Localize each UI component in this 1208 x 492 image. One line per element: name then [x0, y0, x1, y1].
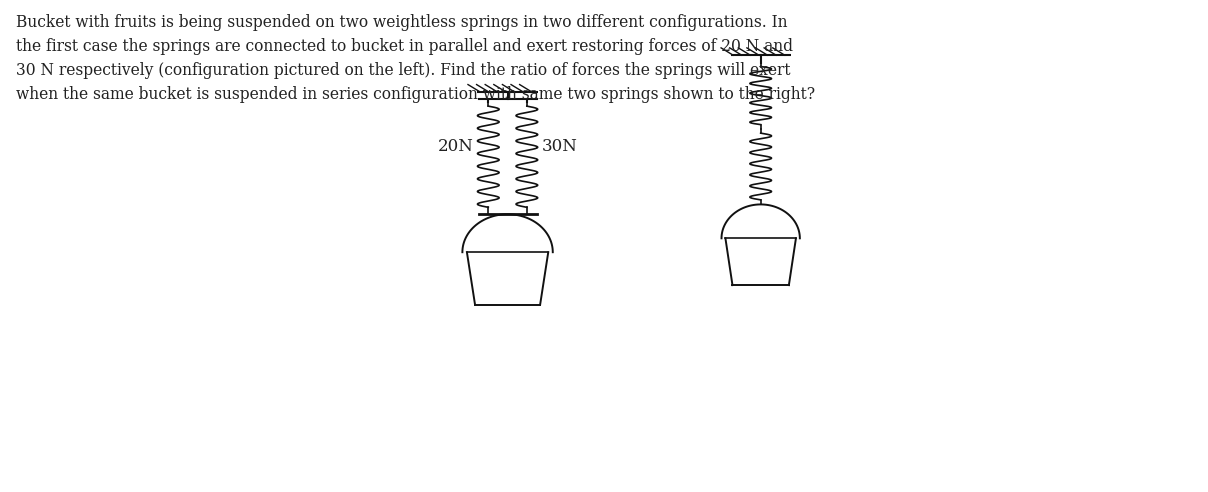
Text: 30N: 30N: [541, 138, 577, 155]
Text: 20N: 20N: [439, 138, 474, 155]
Text: Bucket with fruits is being suspended on two weightless springs in two different: Bucket with fruits is being suspended on…: [16, 14, 815, 103]
